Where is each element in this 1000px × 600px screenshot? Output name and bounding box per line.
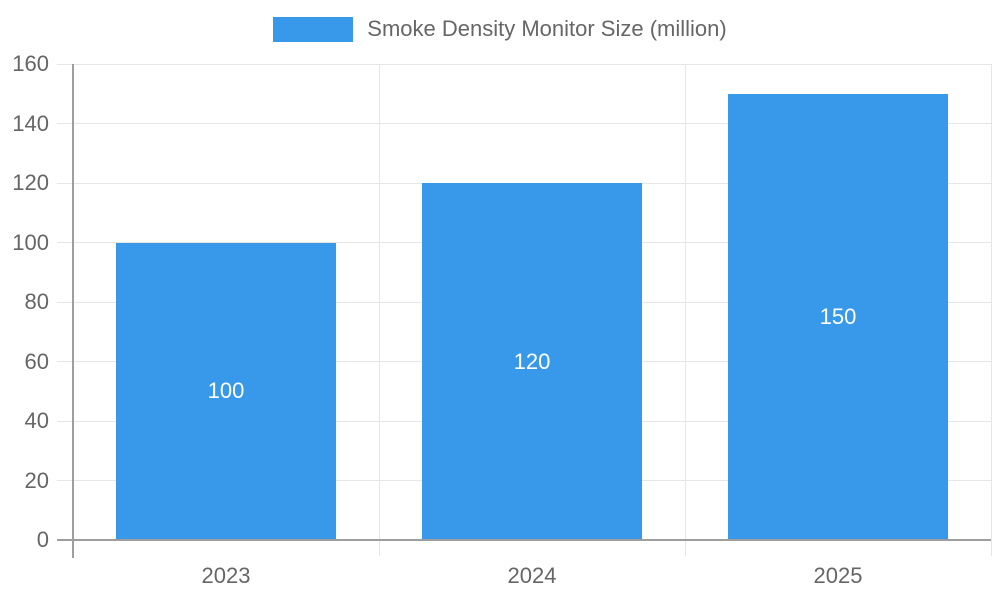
x-axis-tick-label: 2024 <box>507 563 557 588</box>
x-gridline <box>378 64 380 556</box>
bar-2024[interactable] <box>422 183 642 540</box>
x-axis-tick-label: 2023 <box>201 563 251 588</box>
y-axis-tick-label: 20 <box>24 467 49 493</box>
x-axis-tick-label: 2025 <box>813 563 863 588</box>
legend-swatch-icon <box>273 16 354 42</box>
y-gridline <box>57 123 991 124</box>
y-gridline <box>57 63 991 65</box>
x-gridline <box>990 64 992 556</box>
y-axis-tick-label: 60 <box>24 348 49 374</box>
y-axis-tick-label: 0 <box>36 527 49 552</box>
legend[interactable]: Smoke Density Monitor Size (million) <box>0 16 1000 42</box>
y-axis-tick-label: 100 <box>12 229 49 255</box>
x-gridline <box>684 64 686 556</box>
y-axis-tick-label: 160 <box>12 51 49 76</box>
x-axis-line <box>57 539 991 541</box>
y-axis-line <box>72 64 74 558</box>
y-axis-tick-label: 80 <box>24 289 49 314</box>
bar-2025[interactable] <box>728 93 948 540</box>
legend-label: Smoke Density Monitor Size (million) <box>367 16 727 41</box>
bar-2023[interactable] <box>116 242 336 540</box>
y-axis-tick-label: 40 <box>24 408 49 433</box>
y-axis-tick-label: 120 <box>12 170 49 195</box>
y-axis-tick-label: 140 <box>12 110 49 136</box>
